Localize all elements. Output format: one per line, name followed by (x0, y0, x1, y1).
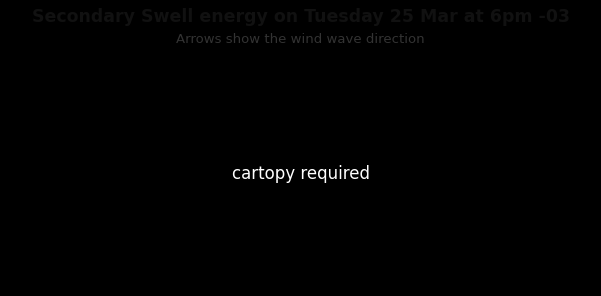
Text: Arrows show the wind wave direction: Arrows show the wind wave direction (176, 33, 425, 46)
Text: Secondary Swell energy on Tuesday 25 Mar at 6pm -03: Secondary Swell energy on Tuesday 25 Mar… (31, 8, 570, 26)
Text: cartopy required: cartopy required (231, 165, 370, 183)
